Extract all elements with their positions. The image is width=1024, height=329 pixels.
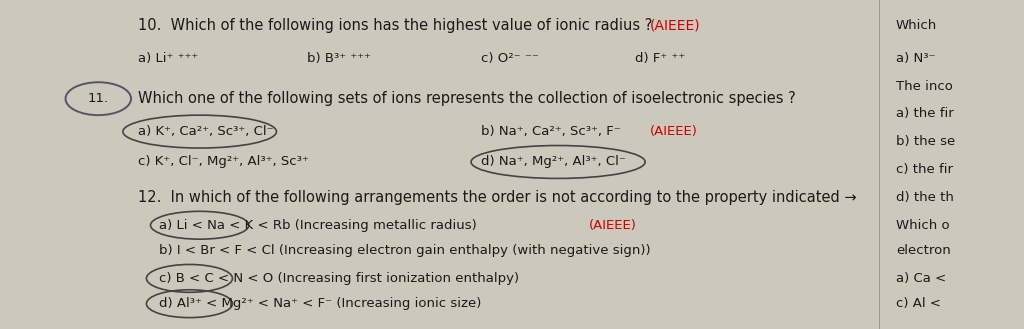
Text: a) the fir: a) the fir	[896, 107, 953, 120]
Text: c) K⁺, Cl⁻, Mg²⁺, Al³⁺, Sc³⁺: c) K⁺, Cl⁻, Mg²⁺, Al³⁺, Sc³⁺	[138, 156, 309, 168]
Text: b) Na⁺, Ca²⁺, Sc³⁺, F⁻: b) Na⁺, Ca²⁺, Sc³⁺, F⁻	[481, 125, 621, 138]
Text: 11.: 11.	[88, 92, 109, 105]
Text: 10.  Which of the following ions has the highest value of ionic radius ?: 10. Which of the following ions has the …	[138, 18, 652, 33]
Text: electron: electron	[896, 244, 950, 257]
Text: a) K⁺, Ca²⁺, Sc³⁺, Cl⁻: a) K⁺, Ca²⁺, Sc³⁺, Cl⁻	[138, 125, 273, 138]
Text: b) I < Br < F < Cl (Increasing electron gain enthalpy (with negative sign)): b) I < Br < F < Cl (Increasing electron …	[159, 244, 650, 257]
Text: 12.  In which of the following arrangements the order is not according to the pr: 12. In which of the following arrangemen…	[138, 190, 857, 205]
Text: c) the fir: c) the fir	[896, 163, 953, 176]
Text: d) Al³⁺ < Mg²⁺ < Na⁺ < F⁻ (Increasing ionic size): d) Al³⁺ < Mg²⁺ < Na⁺ < F⁻ (Increasing io…	[159, 297, 481, 310]
Text: b) B³⁺ ⁺⁺⁺: b) B³⁺ ⁺⁺⁺	[307, 52, 371, 65]
Text: d) Na⁺, Mg²⁺, Al³⁺, Cl⁻: d) Na⁺, Mg²⁺, Al³⁺, Cl⁻	[481, 156, 626, 168]
Text: (AIEEE): (AIEEE)	[650, 125, 698, 138]
Text: a) N³⁻: a) N³⁻	[896, 52, 936, 65]
Text: c) B < C < N < O (Increasing first ionization enthalpy): c) B < C < N < O (Increasing first ioniz…	[159, 272, 519, 285]
Text: Which: Which	[896, 19, 937, 32]
Text: (AIEEE): (AIEEE)	[589, 219, 637, 232]
Text: The inco: The inco	[896, 80, 953, 92]
Text: c) O²⁻ ⁻⁻: c) O²⁻ ⁻⁻	[481, 52, 540, 65]
Text: a) Li < Na < K < Rb (Increasing metallic radius): a) Li < Na < K < Rb (Increasing metallic…	[159, 219, 476, 232]
Text: d) F⁺ ⁺⁺: d) F⁺ ⁺⁺	[635, 52, 685, 65]
Text: b) the se: b) the se	[896, 135, 955, 148]
Text: d) the th: d) the th	[896, 191, 954, 204]
Text: c) Al <: c) Al <	[896, 297, 941, 310]
Text: Which o: Which o	[896, 219, 949, 232]
Text: a) Ca <: a) Ca <	[896, 272, 946, 285]
Text: (AIEEE): (AIEEE)	[650, 18, 700, 32]
Text: Which one of the following sets of ions represents the collection of isoelectron: Which one of the following sets of ions …	[138, 91, 796, 106]
Text: a) Li⁺ ⁺⁺⁺: a) Li⁺ ⁺⁺⁺	[138, 52, 199, 65]
